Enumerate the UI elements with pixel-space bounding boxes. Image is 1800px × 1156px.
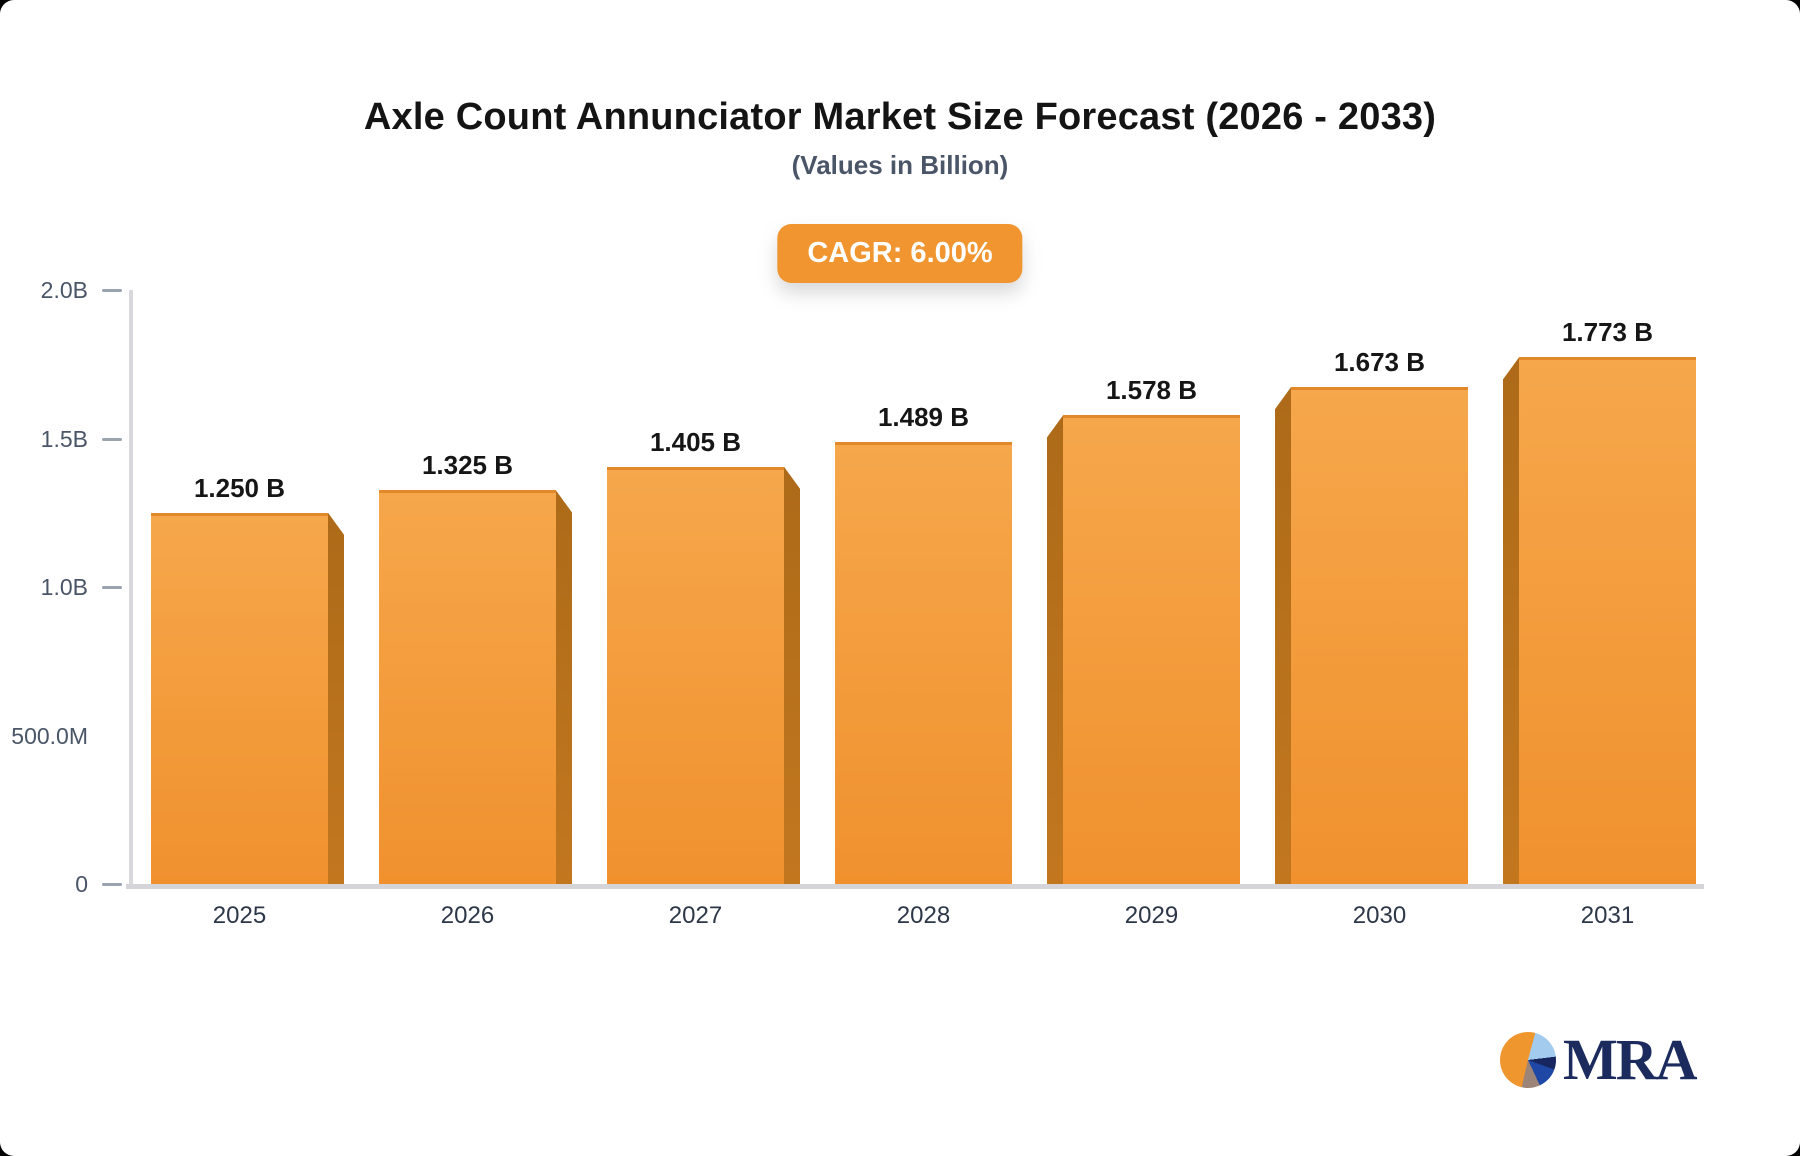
bar-value-label: 1.489 B [877, 401, 970, 432]
logo-text: MRA [1563, 1027, 1698, 1092]
y-axis-tick-label: 1.0B [40, 574, 88, 600]
bar-value-label: 1.773 B [1561, 317, 1654, 348]
x-axis-label: 2025 [212, 902, 267, 929]
y-axis-line [129, 290, 133, 886]
y-axis-tick-dash [102, 586, 122, 589]
bar-2025 [151, 512, 328, 884]
bar-side-2027 [784, 466, 800, 884]
x-axis-label: 2029 [1124, 902, 1179, 929]
x-axis-baseline [126, 884, 1704, 889]
bar-value-label: 1.673 B [1333, 347, 1426, 378]
y-axis-tick-dash [102, 437, 122, 441]
x-axis-label: 2028 [896, 902, 951, 929]
x-axis-label: 2031 [1580, 902, 1635, 929]
bar-2026 [379, 490, 556, 884]
x-axis-label: 2026 [440, 902, 495, 929]
bar-side-2029 [1047, 415, 1063, 884]
chart-title: Axle Count Annunciator Market Size Forec… [363, 96, 1437, 138]
bar-2027 [607, 466, 784, 884]
bar-2028 [835, 441, 1012, 884]
y-axis-tick-label: 500.0M [11, 722, 88, 749]
x-axis-label: 2027 [668, 902, 723, 929]
bar-value-label: 1.405 B [649, 426, 742, 457]
y-axis-tick-dash [102, 289, 122, 292]
y-axis-tick-dash [102, 883, 122, 886]
y-axis-tick-label: 0 [75, 871, 88, 897]
bar-value-label: 1.578 B [1105, 375, 1198, 406]
bar-side-2030 [1275, 387, 1291, 884]
bar-value-label: 1.325 B [421, 450, 514, 481]
bar-side-2026 [556, 490, 572, 884]
y-axis-tick-label: 2.0B [40, 277, 88, 303]
chart-subtitle: (Values in Billion) [791, 150, 1009, 180]
bar-value-label: 1.250 B [193, 472, 286, 503]
y-axis-tick-label: 1.5B [40, 425, 88, 452]
bar-2029 [1063, 415, 1240, 884]
bar-2031 [1519, 357, 1696, 884]
pie-chart-icon [1500, 1032, 1556, 1088]
bar-2030 [1291, 387, 1468, 884]
cagr-badge: CAGR: 6.00% [777, 224, 1023, 283]
mra-logo: MRA [1500, 1027, 1698, 1092]
bar-side-2025 [328, 512, 344, 884]
bar-side-2031 [1503, 357, 1519, 884]
x-axis-label: 2030 [1352, 902, 1407, 929]
